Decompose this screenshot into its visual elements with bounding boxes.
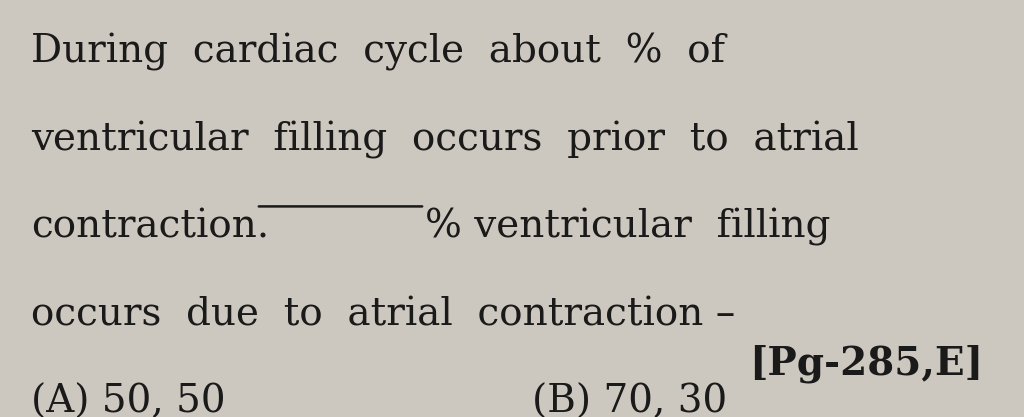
Text: % ventricular  filling: % ventricular filling: [425, 208, 830, 246]
Text: (A) 50, 50: (A) 50, 50: [31, 384, 225, 417]
Text: [Pg-285,E]: [Pg-285,E]: [749, 344, 983, 382]
Text: occurs  due  to  atrial  contraction –: occurs due to atrial contraction –: [31, 296, 735, 333]
Text: During  cardiac  cycle  about  %  of: During cardiac cycle about % of: [31, 33, 725, 71]
Text: contraction.: contraction.: [31, 208, 269, 246]
Text: ventricular  filling  occurs  prior  to  atrial: ventricular filling occurs prior to atri…: [31, 121, 858, 159]
Text: (B) 70, 30: (B) 70, 30: [532, 384, 728, 417]
